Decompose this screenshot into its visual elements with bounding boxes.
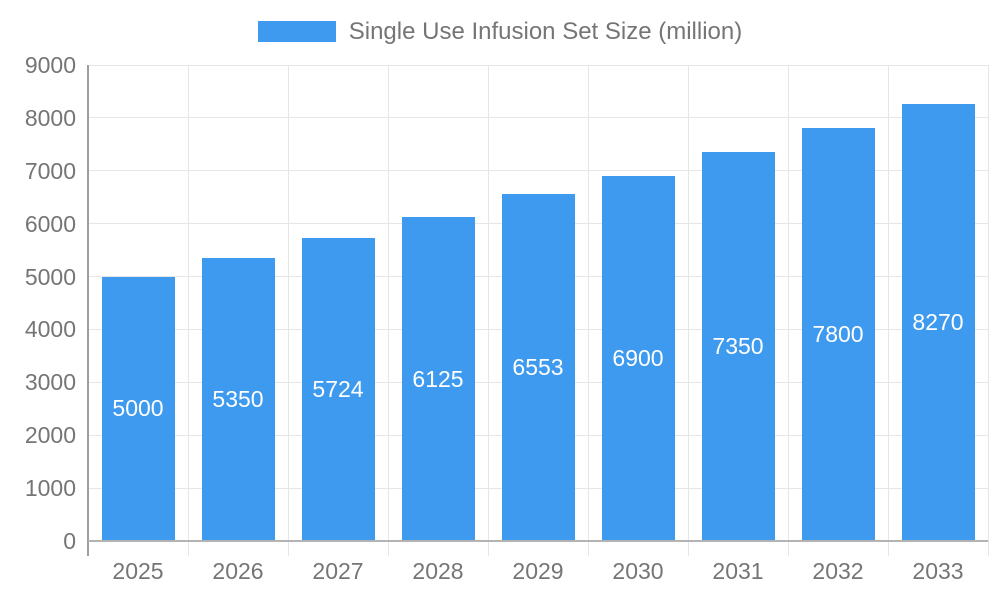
y-axis-line [87,65,89,556]
bar-value-label: 7350 [712,333,764,360]
gridline-v [887,65,889,556]
bar-value-label: 5000 [112,395,164,422]
bar-value-label: 6900 [612,345,664,372]
gridline-v [787,65,789,556]
x-axis-tick-label: 2026 [212,558,264,584]
bar-value-label: 6125 [412,365,464,392]
bar-2028[interactable]: 6125 [401,217,475,541]
gridline-v [487,65,489,556]
plot-area: 5000 5350 5724 6125 6553 6900 7350 7800 8270 [87,64,989,556]
y-axis-tick-label: 5000 [24,263,76,290]
bar-2031[interactable]: 7350 [701,152,775,541]
y-axis-tick-label: 4000 [24,316,76,343]
y-axis-tick-label: 1000 [24,475,76,502]
x-axis-tick-label: 2025 [112,558,164,584]
bar-value-label: 5350 [212,386,264,413]
gridline-v [387,65,389,556]
chart-legend: Single Use Infusion Set Size (million) [0,14,1000,49]
y-axis-tick-label: 8000 [24,104,76,131]
y-axis-tick-label: 6000 [24,210,76,237]
x-axis-line [88,540,988,542]
legend-label: Single Use Infusion Set Size (million) [348,17,743,45]
x-axis-tick-label: 2028 [412,558,464,584]
bar-2027[interactable]: 5724 [301,238,375,541]
bar-2032[interactable]: 7800 [801,128,875,541]
x-axis-tick-label: 2032 [812,558,864,584]
gridline-v [987,65,989,556]
x-axis-tick-label: 2033 [912,558,964,584]
gridline-h [88,64,988,66]
y-axis-tick-label: 2000 [24,422,76,449]
gridline-h [88,170,988,172]
bar-2030[interactable]: 6900 [601,176,675,541]
y-axis-tick-label: 7000 [24,157,76,184]
y-axis-tick-label: 0 [63,528,76,554]
gridline-h [88,117,988,119]
legend-swatch [257,21,336,42]
x-axis-tick-label: 2030 [612,558,664,584]
gridline-v [587,65,589,556]
bar-2029[interactable]: 6553 [501,194,575,541]
bar-value-label: 6553 [512,354,564,381]
x-axis-tick-label: 2031 [712,558,764,584]
gridline-v [687,65,689,556]
bar-2033[interactable]: 8270 [901,103,975,541]
y-axis-tick-label: 3000 [24,369,76,396]
gridline-v [287,65,289,556]
y-axis-tick-label: 9000 [24,52,76,78]
bar-value-label: 8270 [912,308,964,335]
bar-2026[interactable]: 5350 [201,258,275,541]
x-axis-tick-label: 2029 [512,558,564,584]
bar-2025[interactable]: 5000 [101,276,175,541]
gridline-v [187,65,189,556]
bar-value-label: 7800 [812,321,864,348]
bar-value-label: 5724 [312,376,364,403]
x-axis-tick-label: 2027 [312,558,364,584]
